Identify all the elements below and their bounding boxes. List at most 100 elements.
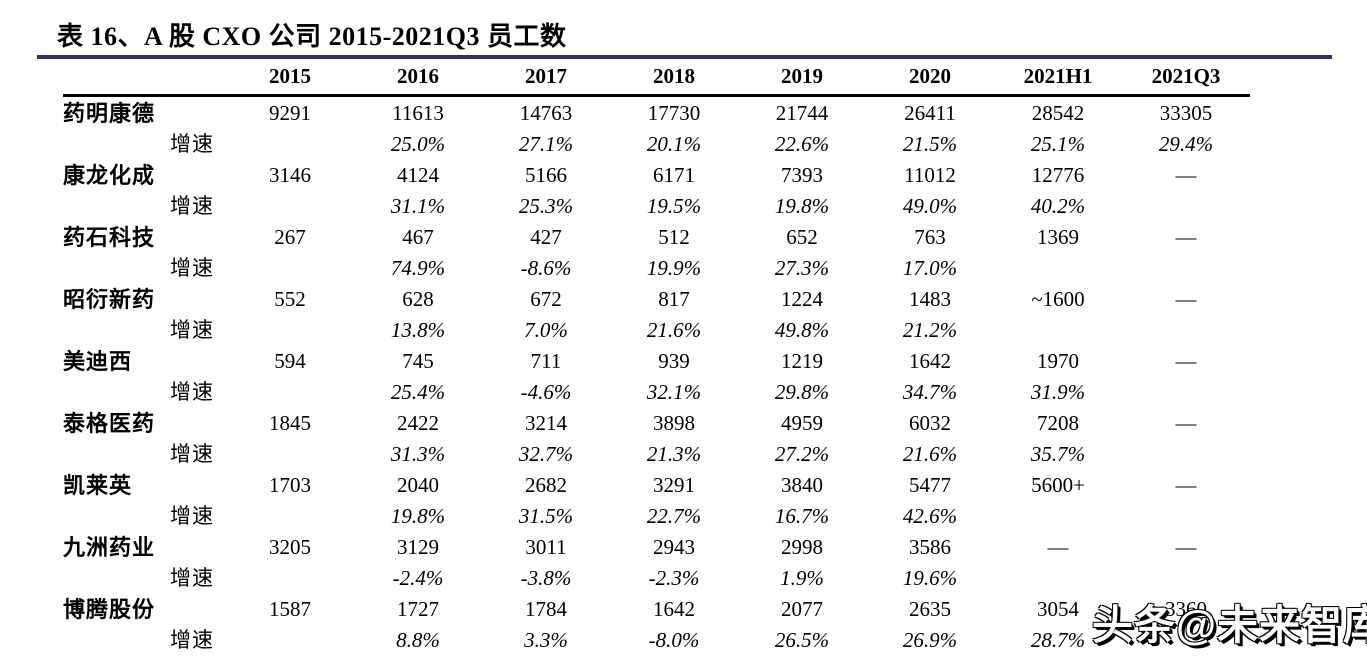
growth-value-cell: 27.2% <box>774 442 830 466</box>
employees-value-cell: 1224 <box>781 287 823 311</box>
growth-value-cell <box>1122 377 1250 408</box>
table-row: 药石科技 267 467 427 512 652 763 1369 — <box>63 222 1250 253</box>
company-name-cell: 九洲药业 <box>63 535 156 560</box>
growth-value-cell: 31.9% <box>1030 380 1086 404</box>
growth-value-cell: -8.6% <box>520 256 572 280</box>
growth-value-cell <box>226 563 354 594</box>
employees-value-cell: — <box>1175 349 1197 373</box>
growth-label: 增速 <box>170 318 214 342</box>
growth-value-cell: 19.8% <box>774 194 830 218</box>
employees-value-cell: 11012 <box>904 163 956 187</box>
employees-value-cell: ~1600 <box>1031 287 1085 311</box>
company-header-cell <box>63 59 226 94</box>
header-rule-divider <box>63 94 1250 97</box>
employees-value-cell: 33305 <box>1159 101 1213 125</box>
growth-value-cell: 13.8% <box>390 318 446 342</box>
employees-value-cell: 2682 <box>525 473 567 497</box>
table-row: 增速 8.8% 3.3% -8.0% 26.5% 26.9% 28.7% <box>63 625 1250 656</box>
growth-value-cell <box>226 315 354 346</box>
growth-label: 增速 <box>170 380 214 404</box>
employees-value-cell: 26411 <box>904 101 956 125</box>
growth-value-cell: 42.6% <box>902 504 958 528</box>
growth-value-cell <box>226 129 354 160</box>
employees-value-cell: — <box>1047 535 1069 559</box>
employees-value-cell: 652 <box>786 225 818 249</box>
employees-value-cell: 3129 <box>397 535 439 559</box>
employees-value-cell: 2635 <box>909 597 951 621</box>
growth-value-cell <box>1122 315 1250 346</box>
growth-value-cell <box>1122 253 1250 284</box>
watermark: 头条@未来智库 <box>1092 602 1367 648</box>
growth-label: 增速 <box>170 194 214 218</box>
employees-value-cell: 427 <box>530 225 562 249</box>
growth-value-cell: -3.8% <box>520 566 572 590</box>
employees-value-cell: 817 <box>658 287 690 311</box>
table-row: 增速 13.8% 7.0% 21.6% 49.8% 21.2% <box>63 315 1250 346</box>
growth-value-cell: -2.4% <box>392 566 444 590</box>
employees-value-cell: 3054 <box>1037 597 1079 621</box>
employees-value-cell: 2998 <box>781 535 823 559</box>
employees-value-cell: 672 <box>530 287 562 311</box>
year-header-cell: 2021Q3 <box>1151 64 1221 88</box>
employees-value-cell: 3840 <box>781 473 823 497</box>
employees-value-cell: — <box>1175 535 1197 559</box>
employees-value-cell: 1642 <box>653 597 695 621</box>
employees-value-cell: 1703 <box>269 473 311 497</box>
growth-label: 增速 <box>170 256 214 280</box>
growth-value-cell <box>994 563 1122 594</box>
growth-value-cell <box>1122 439 1250 470</box>
growth-value-cell: 3.3% <box>524 628 568 652</box>
employees-value-cell: 2943 <box>653 535 695 559</box>
growth-value-cell: 16.7% <box>774 504 830 528</box>
growth-value-cell <box>994 501 1122 532</box>
employees-value-cell: 12776 <box>1031 163 1085 187</box>
growth-value-cell: 29.8% <box>774 380 830 404</box>
employees-value-cell: 6032 <box>909 411 951 435</box>
growth-value-cell: 21.6% <box>646 318 702 342</box>
growth-value-cell: 19.6% <box>902 566 958 590</box>
growth-value-cell: 7.0% <box>524 318 568 342</box>
employees-value-cell: — <box>1175 225 1197 249</box>
employees-value-cell: 628 <box>402 287 434 311</box>
growth-value-cell: 21.6% <box>902 442 958 466</box>
growth-label: 增速 <box>170 566 214 590</box>
employees-value-cell: 3205 <box>269 535 311 559</box>
employees-value-cell: 6171 <box>653 163 695 187</box>
growth-value-cell: 25.4% <box>390 380 446 404</box>
company-name-cell: 药明康德 <box>63 101 156 126</box>
growth-value-cell <box>226 439 354 470</box>
employees-value-cell: 3586 <box>909 535 951 559</box>
employees-value-cell: 1483 <box>909 287 951 311</box>
growth-value-cell: 19.8% <box>390 504 446 528</box>
company-name-cell: 博腾股份 <box>63 597 156 622</box>
employees-value-cell: 552 <box>274 287 306 311</box>
growth-value-cell: 31.3% <box>390 442 446 466</box>
table-row: 昭衍新药 552 628 672 817 1224 1483 ~1600 — <box>63 284 1250 315</box>
growth-value-cell: 8.8% <box>396 628 440 652</box>
year-header-row: 2015 2016 2017 2018 2019 2020 2021H1 2021Q3 <box>63 59 1250 94</box>
employees-value-cell: 1369 <box>1037 225 1079 249</box>
growth-value-cell: 74.9% <box>390 256 446 280</box>
company-name-cell: 泰格医药 <box>63 411 156 436</box>
table-row: 增速 31.3% 32.7% 21.3% 27.2% 21.6% 35.7% <box>63 439 1250 470</box>
growth-value-cell: 26.9% <box>902 628 958 652</box>
employees-value-cell: 1845 <box>269 411 311 435</box>
employees-value-cell: 267 <box>274 225 306 249</box>
growth-value-cell: 40.2% <box>1030 194 1086 218</box>
title-rule-divider <box>37 55 1332 59</box>
year-header-cell: 2017 <box>525 64 567 88</box>
growth-value-cell: 29.4% <box>1158 132 1214 156</box>
year-header-cell: 2021H1 <box>1023 64 1093 88</box>
growth-value-cell: 49.8% <box>774 318 830 342</box>
growth-value-cell: 31.5% <box>518 504 574 528</box>
growth-value-cell: 21.5% <box>902 132 958 156</box>
employees-value-cell: 1970 <box>1037 349 1079 373</box>
growth-value-cell <box>226 253 354 284</box>
employees-value-cell: 4124 <box>397 163 439 187</box>
company-name-cell: 美迪西 <box>63 349 133 374</box>
employees-value-cell: 1727 <box>397 597 439 621</box>
table-row: 增速 19.8% 31.5% 22.7% 16.7% 42.6% <box>63 501 1250 532</box>
table-row: 博腾股份 1587 1727 1784 1642 2077 2635 3054 3360 <box>63 594 1250 625</box>
employees-value-cell: 1587 <box>269 597 311 621</box>
growth-label: 增速 <box>170 442 214 466</box>
